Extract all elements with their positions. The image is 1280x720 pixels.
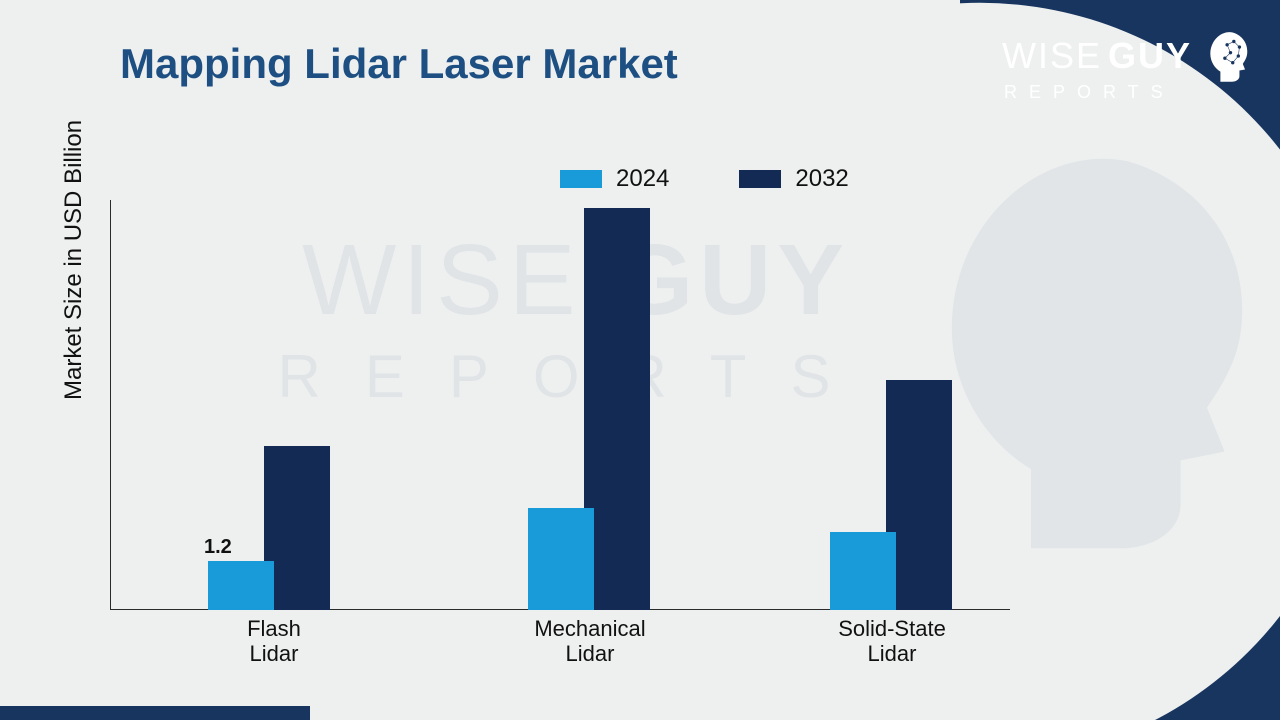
chart-canvas: WISE GUY REPORTS WISE GUY REPORTS Mappin… [0,0,1280,720]
plot-area: FlashLidarMechanicalLidarSolid-StateLida… [110,200,1010,610]
legend-label-2024: 2024 [616,165,669,193]
x-tick-label: FlashLidar [174,610,374,667]
legend-label-2032: 2032 [795,165,848,193]
legend-swatch-2024 [560,170,602,188]
bar [208,561,274,610]
legend: 2024 2032 [560,165,849,193]
x-tick-label: MechanicalLidar [490,610,690,667]
chart-title: Mapping Lidar Laser Market [120,40,678,88]
legend-item-2032: 2032 [739,165,848,193]
bar-value-label: 1.2 [204,536,232,559]
legend-item-2024: 2024 [560,165,669,193]
y-axis-line [110,200,111,610]
brand-word-2: GUY [1108,35,1192,77]
brand-word-1: WISE [1002,35,1102,77]
brand-word-3: REPORTS [1002,82,1254,103]
bottom-accent-strip [0,706,310,720]
y-axis-label: Market Size in USD Billion [60,120,88,400]
bar [528,508,594,611]
legend-swatch-2032 [739,170,781,188]
x-tick-label: Solid-StateLidar [792,610,992,667]
brand-logo: WISE GUY REPORTS [1002,28,1254,103]
bar-group: MechanicalLidar [528,200,650,610]
brand-head-icon [1198,28,1254,84]
bar-group: Solid-StateLidar [830,200,952,610]
bar [830,532,896,610]
